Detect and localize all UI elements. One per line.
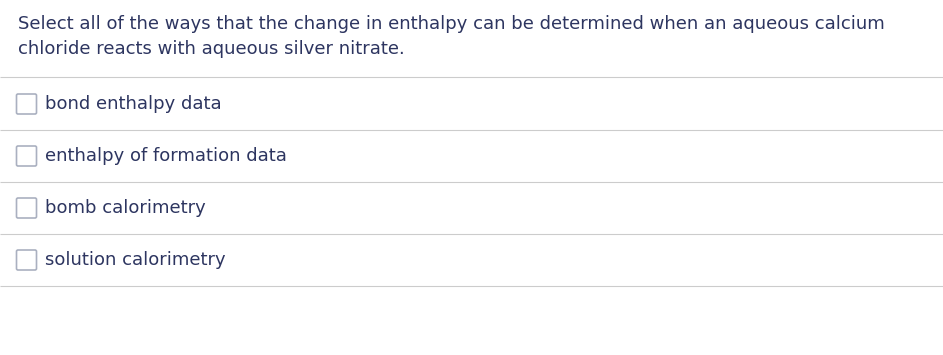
FancyBboxPatch shape (16, 146, 37, 166)
Text: chloride reacts with aqueous silver nitrate.: chloride reacts with aqueous silver nitr… (18, 40, 405, 58)
FancyBboxPatch shape (16, 250, 37, 270)
Text: bond enthalpy data: bond enthalpy data (45, 95, 222, 113)
Text: enthalpy of formation data: enthalpy of formation data (45, 147, 287, 165)
FancyBboxPatch shape (16, 94, 37, 114)
FancyBboxPatch shape (16, 198, 37, 218)
Text: bomb calorimetry: bomb calorimetry (45, 199, 206, 217)
Text: solution calorimetry: solution calorimetry (45, 251, 225, 269)
Text: Select all of the ways that the change in enthalpy can be determined when an aqu: Select all of the ways that the change i… (18, 15, 885, 33)
